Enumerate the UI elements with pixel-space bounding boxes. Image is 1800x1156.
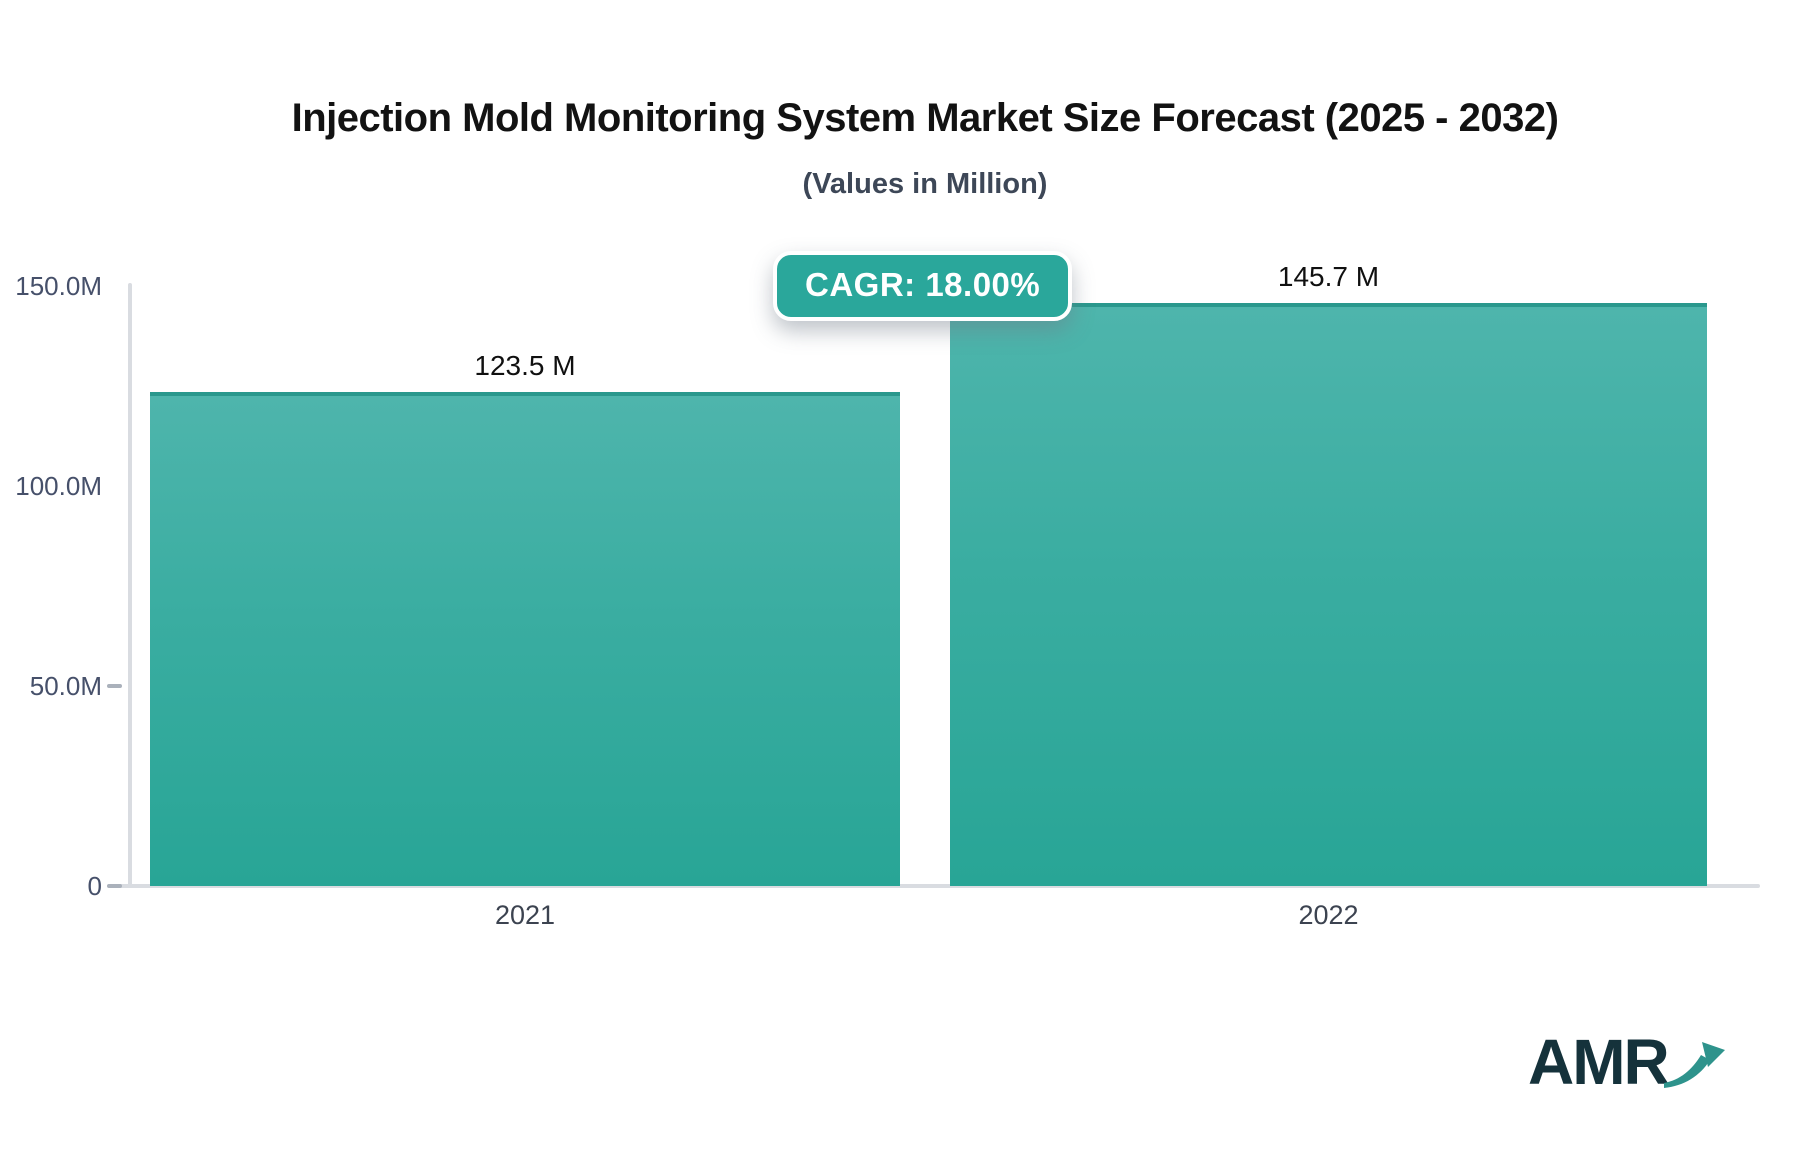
- amr-logo: AMR: [1528, 1030, 1728, 1103]
- y-tick-label-100m: 100.0M: [15, 471, 102, 501]
- y-tick-mark-0: [107, 884, 122, 888]
- bar-2022: 145.7 M: [950, 261, 1707, 886]
- x-axis-line: [108, 884, 1760, 888]
- y-tick-label-0: 0: [87, 871, 102, 901]
- cagr-badge: CAGR: 18.00%: [773, 251, 1073, 321]
- growth-arrow-icon: [1662, 1036, 1728, 1103]
- chart-title: Injection Mold Monitoring System Market …: [291, 96, 1559, 140]
- y-tick-label-50m: 50.0M: [29, 671, 102, 701]
- y-tick-label-150m: 150.0M: [15, 271, 102, 301]
- y-tick-mark-50m: [107, 684, 122, 688]
- x-tick-label-2021: 2021: [494, 900, 556, 930]
- bar-2021: 123.5 M: [150, 350, 900, 886]
- chart-subtitle: (Values in Million): [802, 168, 1048, 200]
- x-tick-label-2022: 2022: [1298, 900, 1359, 930]
- bar-value-label-2021: 123.5 M: [474, 350, 576, 381]
- amr-logo-text: AMR: [1528, 1026, 1670, 1098]
- bar-value-label-2022: 145.7 M: [1277, 261, 1380, 292]
- y-axis-line: [128, 283, 132, 886]
